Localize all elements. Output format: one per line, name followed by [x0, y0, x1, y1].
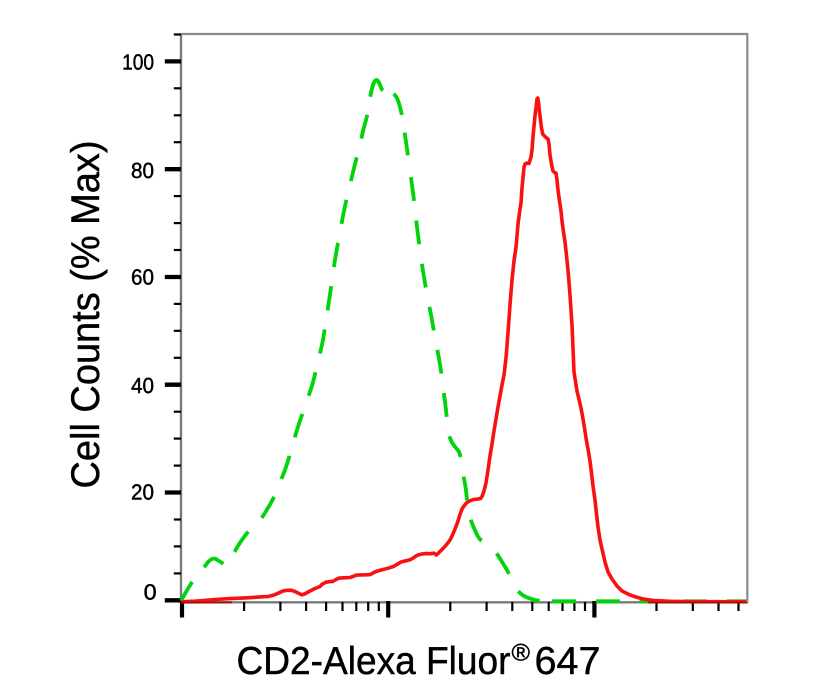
svg-text:80: 80 — [131, 158, 154, 183]
svg-text:40: 40 — [131, 373, 154, 398]
svg-text:®: ® — [512, 640, 531, 667]
svg-text:CD2-Alexa Fluor: CD2-Alexa Fluor — [237, 640, 511, 683]
svg-text:20: 20 — [131, 480, 154, 505]
svg-text:0: 0 — [144, 580, 157, 605]
svg-text:100: 100 — [122, 49, 154, 74]
svg-text:60: 60 — [131, 265, 154, 290]
svg-text:Cell Counts (% Max): Cell Counts (% Max) — [64, 141, 108, 489]
svg-text:647: 647 — [535, 640, 601, 683]
